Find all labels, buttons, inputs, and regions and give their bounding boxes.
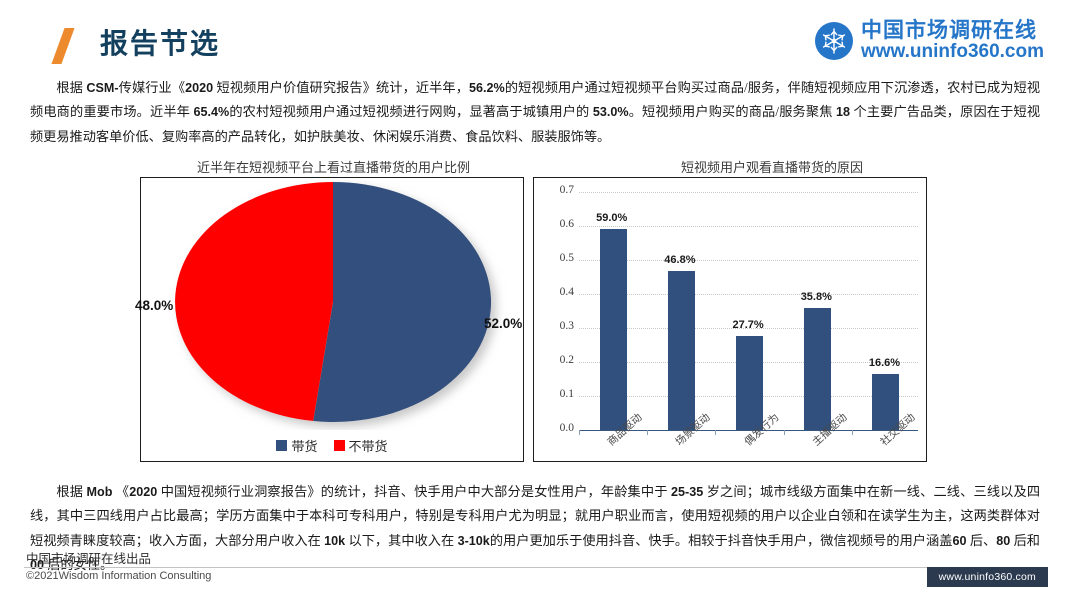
bar-chart-title: 短视频用户观看直播带货的原因 (681, 160, 864, 175)
snowflake-logo-icon (815, 21, 853, 60)
gridline (579, 192, 918, 193)
text-emphasis: 3-10k (457, 533, 490, 548)
bar-value-label: 46.8% (664, 253, 696, 266)
bar-value-label: 16.6% (868, 356, 901, 369)
pie-label-live-commerce: 52.0% (484, 316, 523, 331)
y-axis-tick-label: 0.4 (559, 286, 574, 298)
summary-paragraph: 根据 Mob 《2020 中国短视频行业洞察报告》的统计，抖音、快手用户中大部分… (30, 480, 1040, 578)
y-axis-tick-label: 0.6 (559, 218, 574, 230)
text-run: 的用户更加乐于使用抖音、快手。相较于抖音快手用户，微信视频号的用户涵盖 (489, 532, 953, 548)
gridline (579, 294, 918, 295)
y-axis-tick-label: 0.2 (559, 354, 574, 366)
legend-swatch-blue-icon (276, 440, 288, 451)
x-axis-line (579, 430, 918, 431)
text-emphasis: 25-35 (671, 485, 704, 499)
text-emphasis: 80 (996, 533, 1011, 548)
bar-value-label: 27.7% (732, 318, 764, 331)
text-emphasis: 56.2% (469, 81, 505, 95)
page-header: 报告节选 中国市场调研在线 www.uninfo360.c (0, 0, 1066, 72)
text-run: 后、 (966, 532, 997, 548)
text-run: 个主要广告品类，原因在于短视频更易推动客单价低、复购率高的产品转化，如护肤美妆、… (30, 104, 1041, 144)
legend-item-no-live-commerce[interactable]: 不带货 (333, 436, 388, 455)
bar-column[interactable] (667, 270, 695, 430)
text-run: 传媒行业《 (118, 80, 186, 95)
footer-divider (24, 567, 1042, 568)
legend-label: 不带货 (348, 439, 388, 454)
bar-chart: 0.7 0.6 0.5 0.4 0.3 0.2 0.1 0.0 59.0% 商品驱动 46.8% 场景… (533, 177, 927, 462)
gridline (579, 328, 918, 329)
text-run: 的短视频用户通过短视频平台购买过商品/服务，伴随短视频应用下沉渗透，农村已成为短… (30, 80, 1041, 120)
accent-slash-icon (51, 28, 75, 64)
bar-column[interactable] (804, 308, 832, 430)
text-emphasis: CSM- (86, 81, 119, 95)
text-emphasis: 00 (30, 558, 45, 573)
y-axis-tick-label: 0.7 (559, 184, 574, 196)
text-run: 的农村短视频用户通过短视频进行网购，显著高于城镇用户的 (229, 104, 593, 120)
footer-website-badge[interactable]: www.uninfo360.com (926, 567, 1048, 587)
footer-copyright: ©2021Wisdom Information Consulting (26, 570, 212, 582)
logo-website-url: www.uninfo360.com (861, 41, 1044, 63)
text-emphasis: 2020 (129, 485, 158, 499)
pie-plot-area: 48.0% 52.0% (135, 178, 523, 461)
bar-column[interactable] (599, 229, 627, 430)
text-emphasis: 10k (324, 533, 346, 548)
text-emphasis: 18 (836, 105, 851, 120)
x-axis-tickmark (851, 430, 853, 435)
pie-chart: 48.0% 52.0% 带货 不带货 (135, 177, 524, 462)
intro-paragraph: 根据 CSM-传媒行业《2020 短视频用户价值研究报告》统计，近半年，56.2… (30, 76, 1040, 149)
legend-swatch-red-icon (333, 440, 345, 451)
text-run: 岁之间；城市线级方面集中在新一线、二线、三线以及四线，其中三四线用户占比最高；学… (30, 484, 1041, 548)
footer-company: 中国市场调研在线出品 (26, 552, 152, 566)
text-emphasis: 60 (952, 533, 967, 548)
text-run: 根据 (56, 80, 87, 95)
brand-logo: 中国市场调研在线 www.uninfo360.com (815, 19, 1044, 63)
bar-value-label: 35.8% (800, 291, 832, 304)
bar-value-label: 59.0% (596, 212, 628, 225)
x-axis-tickmark (715, 430, 717, 435)
text-emphasis: 2020 (185, 81, 214, 95)
x-axis-tickmark (579, 430, 580, 435)
gridline (579, 226, 918, 227)
text-run: 后的女性。 (44, 557, 114, 573)
y-axis-tick-label: 0.5 (559, 252, 574, 264)
text-run: 《 (112, 484, 130, 499)
pie-legend: 带货 不带货 (141, 436, 523, 455)
y-axis-tick-label: 0.0 (559, 422, 574, 434)
legend-label: 带货 (291, 439, 318, 454)
text-run: 根据 (56, 484, 87, 499)
x-axis-tickmark (647, 430, 649, 435)
text-run: 后和 (1010, 532, 1040, 548)
gridline (579, 260, 918, 261)
y-axis-tick-label: 0.1 (559, 388, 574, 400)
text-run: 短视频用户价值研究报告》统计，近半年， (213, 80, 470, 95)
logo-company-name: 中国市场调研在线 (861, 19, 1037, 42)
bar-column[interactable] (736, 335, 763, 430)
pie-label-no-live-commerce: 48.0% (135, 298, 174, 313)
text-run: 中国短视频行业洞察报告》的统计，抖音、快手用户中大部分是女性用户，年龄集中于 (157, 484, 672, 499)
legend-item-live-commerce[interactable]: 带货 (276, 436, 318, 455)
text-run: 。短视频用户购买的商品/服务聚焦 (628, 104, 836, 120)
text-emphasis: 65.4% (193, 105, 230, 120)
pie-chart-title: 近半年在短视频平台上看过直播带货的用户比例 (197, 160, 471, 175)
text-emphasis: Mob (86, 485, 113, 499)
bar-column[interactable] (872, 373, 900, 430)
text-run: 以下，其中收入在 (345, 532, 458, 548)
page-title: 报告节选 (100, 28, 221, 59)
text-emphasis: 53.0% (592, 105, 629, 120)
y-axis-tick-label: 0.3 (559, 320, 574, 332)
bar-plot-area: 0.7 0.6 0.5 0.4 0.3 0.2 0.1 0.0 59.0% 商品驱动 46.8% 场景… (534, 178, 926, 461)
x-axis-tickmark (783, 430, 785, 435)
